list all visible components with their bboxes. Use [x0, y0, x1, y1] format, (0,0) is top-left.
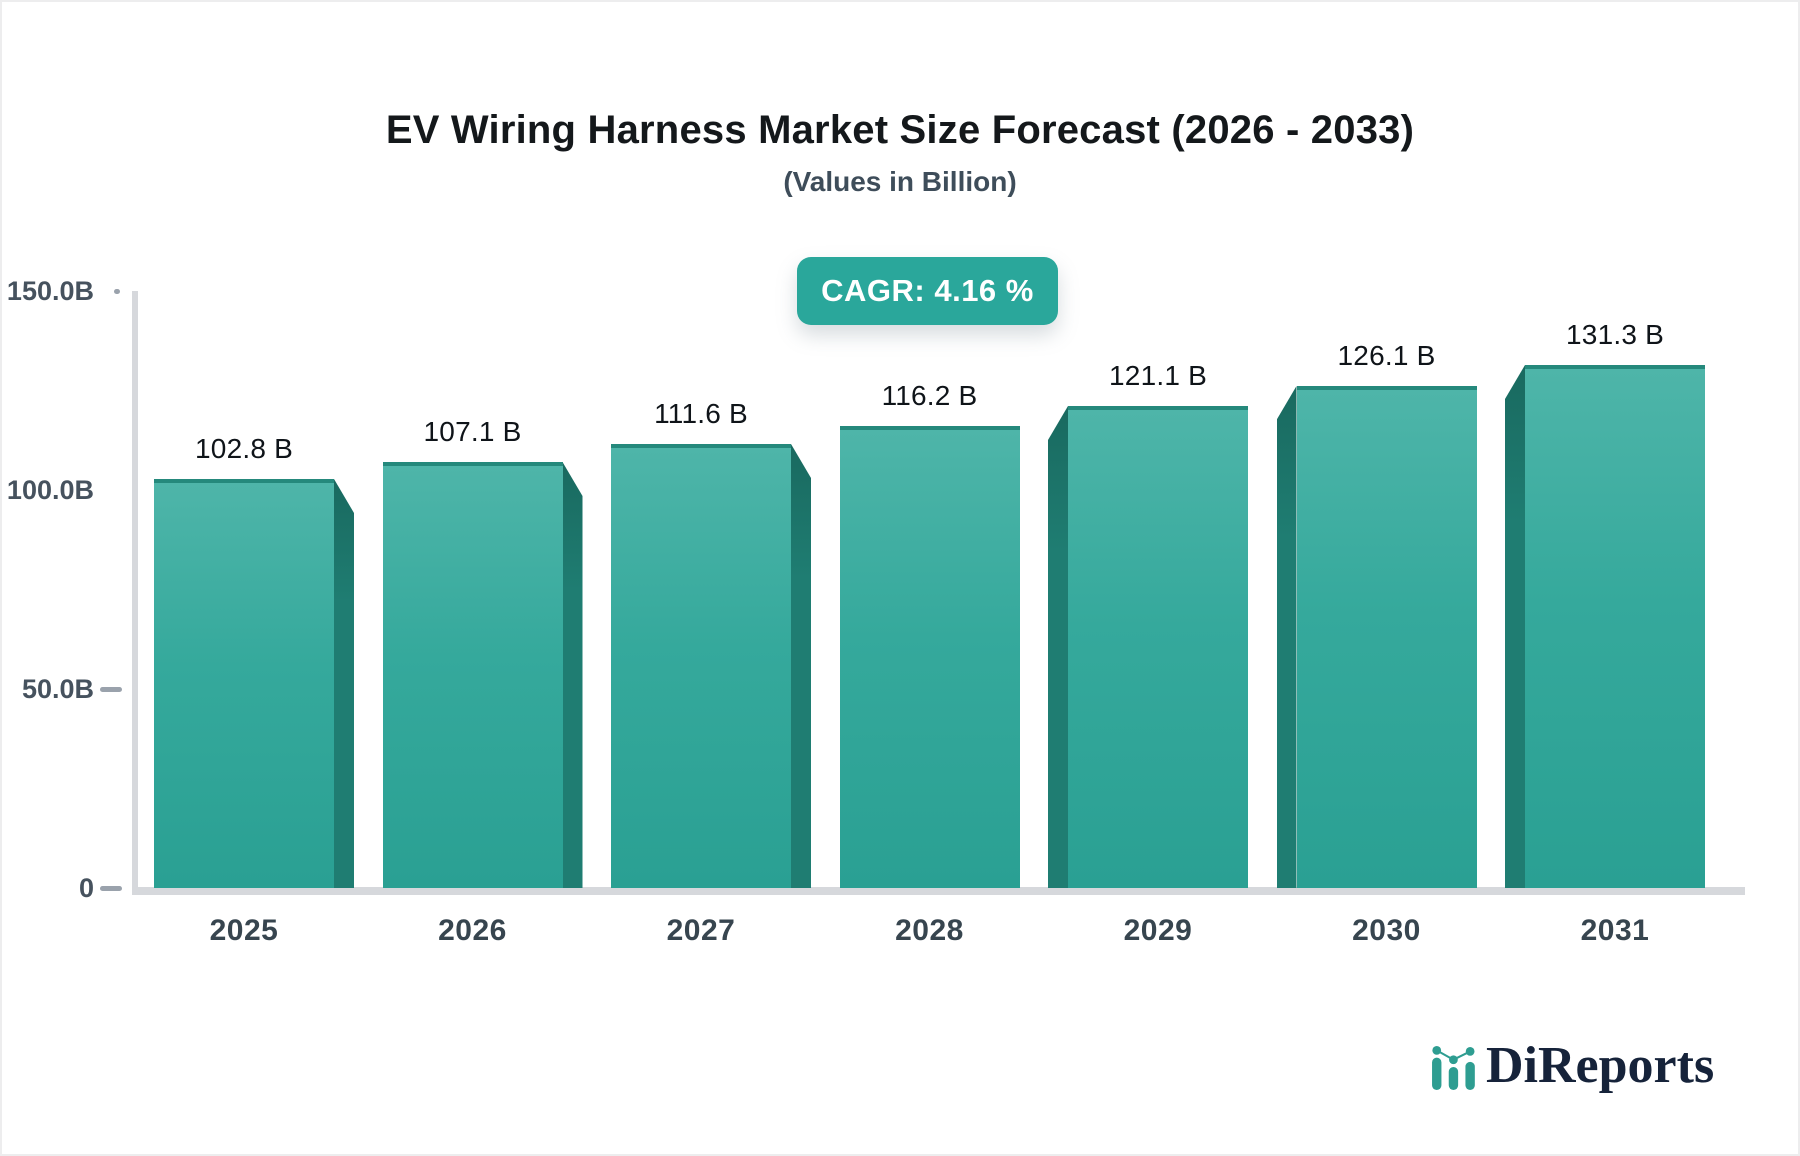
bar-2029: 121.1 B — [1048, 360, 1248, 888]
chart-title: EV Wiring Harness Market Size Forecast (… — [385, 108, 1415, 152]
x-tick-label-2025: 2025 — [209, 914, 279, 947]
bar-value-label: 131.3 B — [1566, 319, 1664, 350]
bar-2031: 131.3 B — [1505, 319, 1705, 888]
bar-value-label: 116.2 B — [881, 380, 978, 411]
bar-face — [839, 426, 1020, 888]
bar-value-label: 121.1 B — [1109, 360, 1207, 391]
bar-2026: 107.1 B — [382, 416, 583, 888]
bar-side-face — [1505, 365, 1525, 888]
y-tick-mark — [114, 289, 120, 294]
bar-side-face — [791, 444, 811, 888]
cagr-badge-label: CAGR: 4.16 % — [821, 273, 1034, 308]
bar-side-face — [334, 479, 354, 888]
chart-subtitle: (Values in Billion) — [783, 166, 1017, 197]
bar-value-label: 107.1 B — [423, 416, 522, 447]
x-tick-label-2029: 2029 — [1123, 914, 1193, 947]
x-tick-label-2031: 2031 — [1580, 914, 1650, 947]
bar-face — [611, 444, 791, 888]
bar-2028: 116.2 B — [839, 380, 1020, 888]
y-tick-label-0: 0 — [78, 873, 94, 903]
x-tick-label-2030: 2030 — [1352, 914, 1421, 947]
x-tick-label-2028: 2028 — [895, 914, 964, 947]
cagr-badge: CAGR: 4.16 % — [797, 257, 1058, 325]
y-tick-mark — [100, 687, 122, 692]
bar-face — [154, 479, 334, 888]
x-axis-line — [132, 887, 1745, 895]
logo: DiReports — [1432, 1038, 1714, 1094]
y-tick-mark — [100, 886, 122, 891]
bar-value-label: 126.1 B — [1337, 340, 1436, 371]
bar-2025: 102.8 B — [154, 433, 354, 888]
bar-face — [382, 462, 563, 888]
y-axis-line — [132, 291, 138, 895]
bar-chart-icon — [1432, 1045, 1475, 1090]
x-tick-label-2027: 2027 — [666, 914, 736, 947]
x-tick-label-2026: 2026 — [438, 914, 507, 947]
logo-text: DiReports — [1486, 1037, 1715, 1094]
bar-face — [1296, 386, 1477, 888]
y-tick-label-50: 50.0B — [21, 674, 94, 704]
bar-face — [1068, 406, 1248, 888]
bar-value-label: 102.8 B — [195, 433, 293, 464]
bar-face — [1525, 365, 1705, 888]
y-tick-label-150: 150.0B — [6, 276, 94, 306]
bar-2027: 111.6 B — [611, 398, 811, 888]
bar-side-face — [1276, 386, 1297, 888]
bar-side-face — [1048, 406, 1068, 888]
bar-side-face — [562, 462, 583, 888]
bar-2030: 126.1 B — [1276, 340, 1477, 888]
y-tick-label-100: 100.0B — [6, 475, 94, 505]
bar-value-label: 111.6 B — [654, 398, 748, 429]
